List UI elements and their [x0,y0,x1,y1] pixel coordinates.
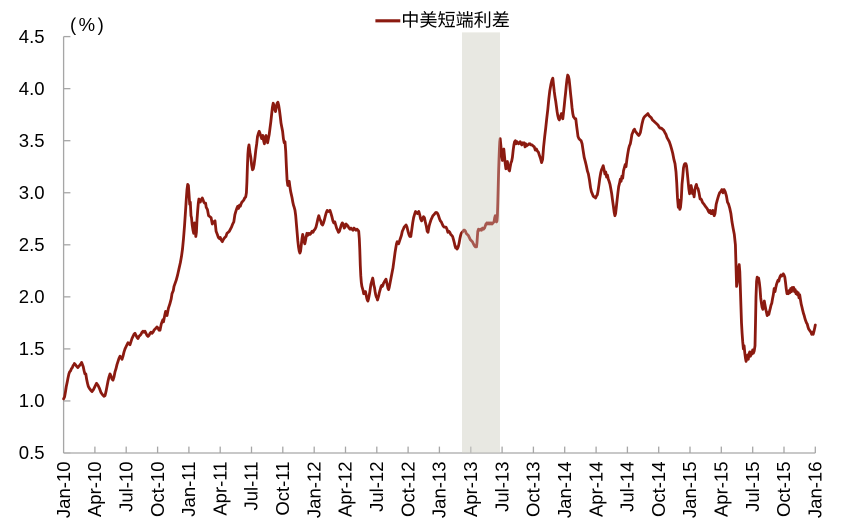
svg-text:2.0: 2.0 [19,286,45,307]
svg-text:4.0: 4.0 [19,78,45,99]
svg-text:3.0: 3.0 [19,182,45,203]
svg-text:Oct-15: Oct-15 [773,462,794,518]
svg-text:Oct-14: Oct-14 [648,462,669,518]
svg-text:Apr-10: Apr-10 [84,462,105,518]
svg-text:Apr-14: Apr-14 [585,462,606,518]
svg-text:Apr-13: Apr-13 [460,462,481,518]
svg-text:3.5: 3.5 [19,130,45,151]
svg-text:Apr-15: Apr-15 [711,462,732,518]
svg-text:4.5: 4.5 [19,26,45,47]
svg-text:(%): (%) [70,14,106,35]
svg-text:Oct-10: Oct-10 [147,462,168,518]
svg-text:Jul-13: Jul-13 [491,462,512,512]
svg-text:Jul-11: Jul-11 [241,462,262,511]
svg-text:Jul-12: Jul-12 [366,462,387,512]
svg-text:Jul-15: Jul-15 [742,462,763,512]
svg-text:Jul-10: Jul-10 [115,462,136,512]
svg-text:Jan-12: Jan-12 [303,462,324,519]
svg-text:Jan-11: Jan-11 [178,462,199,517]
svg-text:2.5: 2.5 [19,234,45,255]
svg-text:Oct-11: Oct-11 [272,462,293,516]
svg-text:Oct-12: Oct-12 [397,462,418,518]
svg-text:Jul-14: Jul-14 [617,462,638,512]
svg-text:1.0: 1.0 [19,390,45,411]
svg-text:1.5: 1.5 [19,338,45,359]
svg-text:0.5: 0.5 [19,442,45,463]
svg-text:Jan-15: Jan-15 [679,462,700,519]
svg-text:Jan-16: Jan-16 [805,462,826,519]
svg-text:Apr-11: Apr-11 [209,462,230,516]
svg-text:Jan-14: Jan-14 [554,462,575,519]
svg-text:Jan-13: Jan-13 [429,462,450,519]
svg-text:Apr-12: Apr-12 [335,462,356,518]
svg-text:Oct-13: Oct-13 [523,462,544,518]
svg-text:Jan-10: Jan-10 [53,462,74,519]
